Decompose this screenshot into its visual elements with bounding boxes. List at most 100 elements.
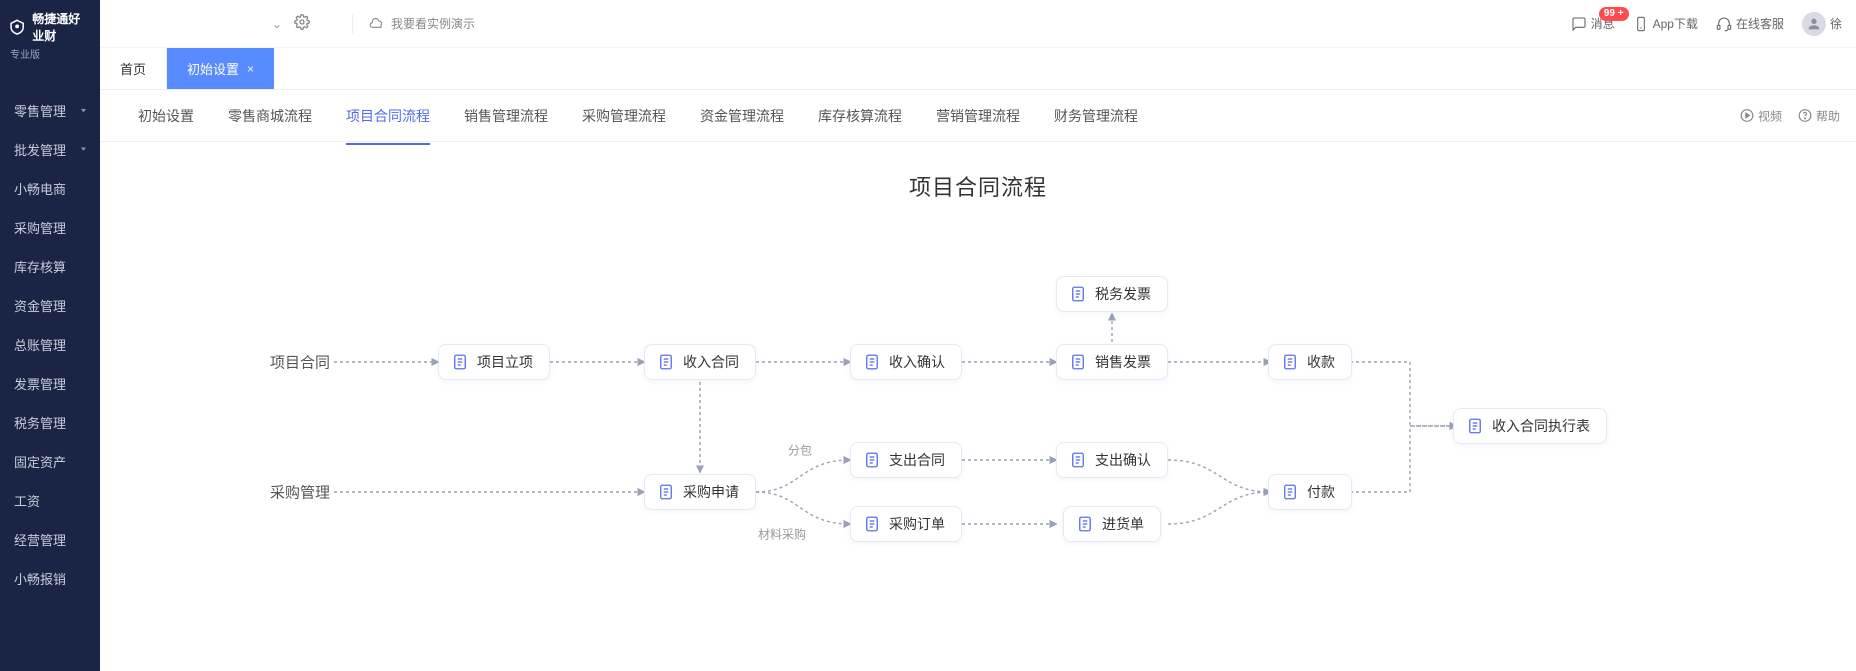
- sidebar-item-10[interactable]: 工资: [0, 481, 100, 520]
- flow-node-label: 收款: [1307, 352, 1335, 372]
- sidebar-item-11[interactable]: 经营管理: [0, 520, 100, 559]
- sidebar-item-6[interactable]: 总账管理: [0, 325, 100, 364]
- message-icon: [1571, 16, 1587, 32]
- app-download-label: App下载: [1653, 15, 1698, 32]
- subnav-item-2[interactable]: 项目合同流程: [346, 102, 430, 130]
- flow-node-n6[interactable]: 税务发票: [1056, 276, 1168, 312]
- subnav: 初始设置 零售商城流程 项目合同流程 销售管理流程 采购管理流程 资金管理流程 库存核算流程…: [100, 90, 1856, 142]
- sidebar-item-label: 经营管理: [14, 530, 66, 549]
- org-switcher[interactable]: ⌄: [110, 14, 340, 33]
- subnav-item-3[interactable]: 销售管理流程: [464, 102, 548, 130]
- demo-link-label: 我要看实例演示: [391, 15, 475, 32]
- sidebar-item-8[interactable]: 税务管理: [0, 403, 100, 442]
- flow-node-n9[interactable]: 支出确认: [1056, 442, 1168, 478]
- flow-edge-label-1: 材料采购: [758, 526, 806, 543]
- divider: [352, 14, 353, 34]
- avatar-icon: [1802, 12, 1826, 36]
- subnav-item-5[interactable]: 资金管理流程: [700, 102, 784, 130]
- org-name: [110, 15, 260, 33]
- gear-icon[interactable]: [294, 14, 310, 33]
- sidebar-item-5[interactable]: 资金管理: [0, 286, 100, 325]
- tab-1[interactable]: 初始设置×: [167, 48, 274, 89]
- doc-icon: [863, 515, 881, 533]
- flow-node-n4[interactable]: 销售发票: [1056, 344, 1168, 380]
- support-button[interactable]: 在线客服: [1716, 15, 1784, 32]
- brand: 畅捷通好业财 专业版: [0, 0, 100, 67]
- support-label: 在线客服: [1736, 15, 1784, 32]
- help-icon: [1798, 109, 1812, 123]
- headset-icon: [1716, 16, 1732, 32]
- header: ⌄ 我要看实例演示 消息 99 + App下载: [100, 0, 1856, 48]
- chevron-down-icon: ⌄: [272, 17, 282, 31]
- sidebar-item-label: 批发管理: [14, 140, 66, 159]
- tab-label: 首页: [120, 59, 146, 78]
- user-label: 徐: [1830, 15, 1842, 32]
- user-menu[interactable]: 徐: [1802, 12, 1842, 36]
- subnav-item-7[interactable]: 营销管理流程: [936, 102, 1020, 130]
- sidebar-item-label: 工资: [14, 491, 40, 510]
- flow-node-label: 收入合同执行表: [1492, 416, 1590, 436]
- sidebar-item-4[interactable]: 库存核算: [0, 247, 100, 286]
- flow-node-label: 税务发票: [1095, 284, 1151, 304]
- flow-node-label: 进货单: [1102, 514, 1144, 534]
- sidebar-item-label: 库存核算: [14, 257, 66, 276]
- brand-logo-icon: [8, 16, 26, 38]
- flow-node-n8[interactable]: 支出合同: [850, 442, 962, 478]
- subnav-item-0[interactable]: 初始设置: [138, 102, 194, 130]
- doc-icon: [863, 451, 881, 469]
- flow-node-n10[interactable]: 采购订单: [850, 506, 962, 542]
- tab-0[interactable]: 首页: [100, 48, 167, 89]
- close-icon[interactable]: ×: [247, 62, 254, 76]
- doc-icon: [863, 353, 881, 371]
- subnav-item-8[interactable]: 财务管理流程: [1054, 102, 1138, 130]
- flow-node-n13[interactable]: 收入合同执行表: [1453, 408, 1607, 444]
- brand-name: 畅捷通好业财: [32, 10, 92, 44]
- chevron-down-icon: ▾: [81, 107, 86, 115]
- sidebar: 畅捷通好业财 专业版 零售管理▾ 批发管理 ▾ 小畅电商采购管理库存核算资金管理总账管…: [0, 0, 100, 671]
- sidebar-item-12[interactable]: 小畅报销: [0, 559, 100, 598]
- sidebar-item-3[interactable]: 采购管理: [0, 208, 100, 247]
- app-download-button[interactable]: App下载: [1633, 15, 1698, 32]
- video-link[interactable]: 视频: [1740, 107, 1782, 124]
- sidebar-item-label: 小畅报销: [14, 569, 66, 588]
- sidebar-item-7[interactable]: 发票管理: [0, 364, 100, 403]
- flow-node-n12[interactable]: 付款: [1268, 474, 1352, 510]
- messages-button[interactable]: 消息 99 +: [1571, 15, 1615, 32]
- flow-edge-label-0: 分包: [788, 442, 812, 459]
- doc-icon: [451, 353, 469, 371]
- demo-link[interactable]: 我要看实例演示: [369, 15, 475, 32]
- sidebar-item-label: 小畅电商: [14, 179, 66, 198]
- doc-icon: [1281, 353, 1299, 371]
- doc-icon: [1069, 451, 1087, 469]
- flow-node-n5[interactable]: 收款: [1268, 344, 1352, 380]
- flow-node-n11[interactable]: 进货单: [1063, 506, 1161, 542]
- flow-node-label: 支出确认: [1095, 450, 1151, 470]
- flow-row-label-0: 项目合同: [270, 352, 330, 373]
- flow-nodes: 项目合同采购管理分包材料采购项目立项收入合同收入确认销售发票收款税务发票采购申请…: [100, 142, 1856, 671]
- flow-node-label: 支出合同: [889, 450, 945, 470]
- chevron-down-icon: ▾: [81, 146, 86, 154]
- flow-node-n2[interactable]: 收入合同: [644, 344, 756, 380]
- sidebar-item-9[interactable]: 固定资产: [0, 442, 100, 481]
- sidebar-item-label: 税务管理: [14, 413, 66, 432]
- sidebar-item-label: 固定资产: [14, 452, 66, 471]
- subnav-item-6[interactable]: 库存核算流程: [818, 102, 902, 130]
- flow-node-n7[interactable]: 采购申请: [644, 474, 756, 510]
- flow-node-label: 收入确认: [889, 352, 945, 372]
- sidebar-item-1[interactable]: 批发管理 ▾: [0, 130, 100, 169]
- play-icon: [1740, 109, 1754, 123]
- sidebar-item-2[interactable]: 小畅电商: [0, 169, 100, 208]
- tabs: 首页 初始设置×: [100, 48, 1856, 90]
- doc-icon: [1069, 353, 1087, 371]
- sidebar-item-0[interactable]: 零售管理▾: [0, 91, 100, 130]
- help-link[interactable]: 帮助: [1798, 107, 1840, 124]
- flow-canvas: 项目合同流程 项目合同采购管理分包材料采购项目立项收入合同收入确认销售发票收款税…: [100, 142, 1856, 671]
- flow-node-label: 采购订单: [889, 514, 945, 534]
- subnav-item-4[interactable]: 采购管理流程: [582, 102, 666, 130]
- flow-node-n3[interactable]: 收入确认: [850, 344, 962, 380]
- flow-node-n1[interactable]: 项目立项: [438, 344, 550, 380]
- flow-node-label: 付款: [1307, 482, 1335, 502]
- flow-node-label: 销售发票: [1095, 352, 1151, 372]
- side-nav: 零售管理▾ 批发管理 ▾ 小畅电商采购管理库存核算资金管理总账管理发票管理税务管理固定…: [0, 67, 100, 671]
- subnav-item-1[interactable]: 零售商城流程: [228, 102, 312, 130]
